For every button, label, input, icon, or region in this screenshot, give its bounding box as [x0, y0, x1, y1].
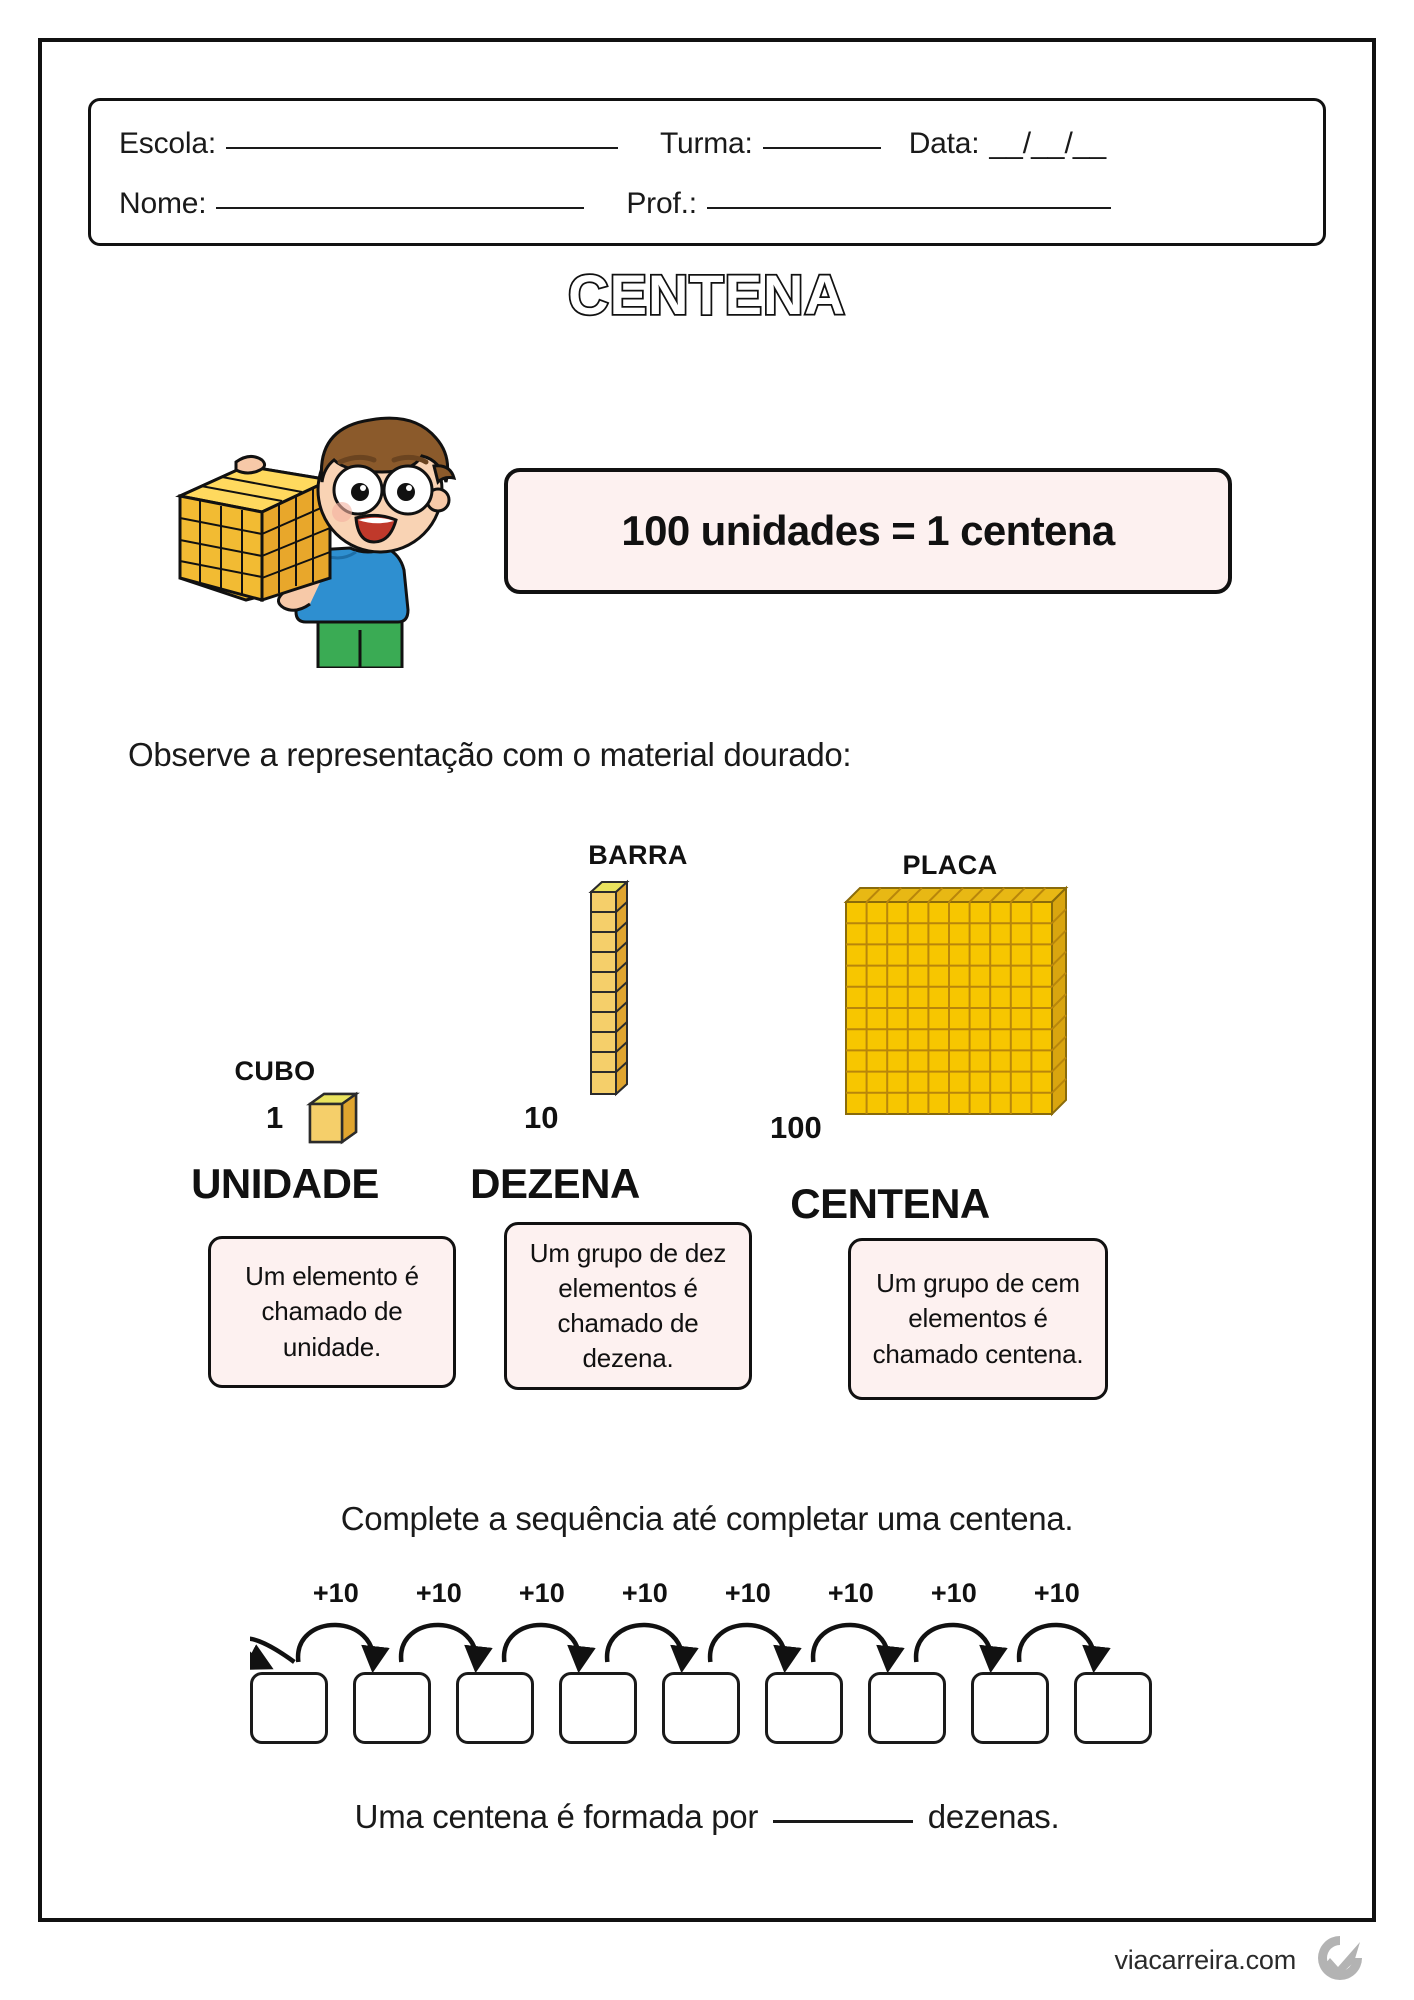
cubo-value: 1 — [266, 1100, 284, 1135]
page-outer-border — [38, 38, 1376, 1922]
footer: viacarreira.com — [1114, 1932, 1366, 1989]
turma-input-line[interactable] — [762, 147, 881, 149]
closing-before-text: Uma centena é formada por — [354, 1798, 759, 1835]
observe-instruction: Observe a representação com o material d… — [128, 736, 852, 773]
boy-illustration-icon — [175, 416, 457, 670]
closing-sentence: Uma centena é formada por dezenas. — [0, 1798, 1414, 1836]
centena-description-box: Um grupo de cem elementos é chamado cent… — [848, 1238, 1108, 1400]
site-url[interactable]: viacarreira.com — [1114, 1945, 1296, 1975]
nome-label: Nome: — [119, 187, 207, 220]
placa-value: 100 — [770, 1110, 822, 1145]
sequence-box[interactable] — [456, 1672, 534, 1744]
sequence-box[interactable] — [1074, 1672, 1152, 1744]
unidade-description-box: Um elemento é chamado de unidade. — [208, 1236, 456, 1388]
formula-text: 100 unidades = 1 centena — [621, 507, 1115, 554]
header-row-top: Escola: Turma: Data: __/__/__ — [91, 127, 1323, 161]
turma-label: Turma: — [659, 127, 753, 160]
centena-label: CENTENA — [790, 1180, 990, 1227]
header-row-bottom: Nome: Prof.: — [91, 187, 1323, 221]
data-label: Data: — [908, 127, 980, 160]
sequence-step-label: +10 — [518, 1578, 565, 1608]
cubo-caption: CUBO — [234, 1056, 316, 1086]
sequence-step-label: +10 — [1033, 1578, 1080, 1608]
placa-caption: PLACA — [902, 850, 998, 880]
boy-with-cube-illustration — [150, 378, 490, 670]
dezena-description-box: Um grupo de dez elementos é chamado de d… — [504, 1222, 752, 1390]
sequence-step-label: +10 — [415, 1578, 462, 1608]
dezena-description-text: Um grupo de dez elementos é chamado de d… — [529, 1237, 727, 1374]
closing-after-text: dezenas. — [927, 1798, 1060, 1835]
ten-bar-icon — [588, 878, 630, 1105]
data-input-line[interactable]: __/__/__ — [989, 127, 1107, 160]
prof-input-line[interactable] — [706, 207, 1111, 209]
hundred-plate-icon — [840, 882, 1072, 1127]
dezena-label: DEZENA — [470, 1160, 640, 1207]
unidade-description-text: Um elemento é chamado de unidade. — [245, 1261, 419, 1362]
barra-value: 10 — [524, 1100, 559, 1135]
sequence-step-label: +10 — [827, 1578, 874, 1608]
sequence-box[interactable] — [868, 1672, 946, 1744]
centena-description-text: Um grupo de cem elementos é chamado cent… — [872, 1268, 1084, 1369]
sequence-instruction: Complete a sequência até completar uma c… — [340, 1500, 1074, 1537]
sequence-box[interactable] — [559, 1672, 637, 1744]
nome-input-line[interactable] — [216, 207, 585, 209]
barra-caption: BARRA — [588, 840, 688, 870]
closing-blank-line[interactable] — [772, 1820, 913, 1823]
sequence-arrows-group — [250, 1622, 1111, 1674]
sequence-step-label: +10 — [724, 1578, 771, 1608]
unidade-label: UNIDADE — [191, 1160, 379, 1207]
check-circle-icon — [1314, 1932, 1366, 1989]
formula-callout-box: 100 unidades = 1 centena — [504, 468, 1232, 594]
sequence-step-label: +10 — [930, 1578, 977, 1608]
sequence-box[interactable] — [765, 1672, 843, 1744]
sequence-box[interactable] — [971, 1672, 1049, 1744]
student-info-box: Escola: Turma: Data: __/__/__ Nome: Prof… — [88, 98, 1326, 246]
sequence-box[interactable] — [353, 1672, 431, 1744]
escola-input-line[interactable] — [225, 147, 618, 149]
sequence-step-label: +10 — [621, 1578, 668, 1608]
escola-label: Escola: — [119, 127, 216, 160]
prof-label: Prof.: — [626, 187, 697, 220]
sequence-box[interactable] — [250, 1672, 328, 1744]
sequence-answer-boxes — [250, 1672, 1152, 1744]
unit-cube-icon — [306, 1088, 360, 1151]
sequence-step-label: +10 — [312, 1578, 359, 1608]
sequence-box[interactable] — [662, 1672, 740, 1744]
sequence-exercise: +10 +10 +10 +10 +10 +10 +10 +10 — [250, 1570, 1170, 1770]
